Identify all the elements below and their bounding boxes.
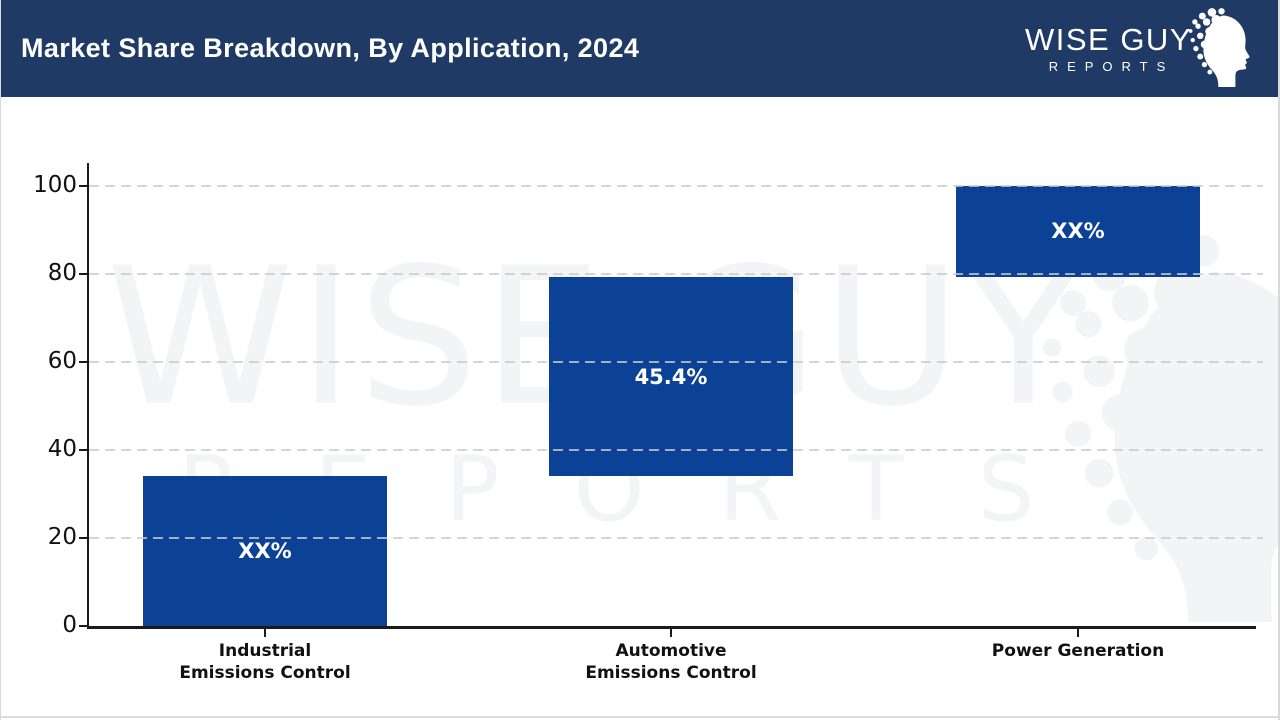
- x-axis-line: [87, 626, 1256, 629]
- watermark-head-icon: [1042, 235, 1278, 622]
- y-axis-tick: [79, 273, 87, 275]
- wiseguy-logo: WISE GUY REPORTS: [1024, 7, 1256, 87]
- page-title: Market Share Breakdown, By Application, …: [21, 33, 640, 63]
- y-axis-tick-label: 100: [33, 172, 77, 198]
- logo-wordmark: WISE GUY: [1024, 22, 1192, 57]
- x-axis-tick: [1077, 629, 1079, 637]
- logo-subtext: REPORTS: [1048, 59, 1175, 74]
- wiseguy-head-icon: [1188, 7, 1250, 87]
- bar-value-label-industrial-emissions-control: XX%: [238, 539, 292, 564]
- x-axis-label-power-generation: Power Generation: [991, 641, 1165, 661]
- y-axis-tick: [79, 361, 87, 363]
- bar-industrial-emissions-control: [143, 476, 387, 626]
- y-axis-tick: [79, 537, 87, 539]
- bar-automotive-emissions-control: [549, 276, 793, 477]
- y-axis-tick-label: 60: [47, 348, 77, 374]
- gridline-60: [89, 361, 1263, 363]
- x-axis-label-industrial-emissions-control: Industrial Emissions Control: [179, 641, 351, 683]
- x-axis-label-automotive-emissions-control: Automotive Emissions Control: [585, 641, 757, 683]
- x-axis-tick: [670, 629, 672, 637]
- y-axis-line: [87, 163, 89, 629]
- y-axis-tick: [79, 449, 87, 451]
- bar-value-label-power-generation: XX%: [1051, 219, 1105, 244]
- y-axis-tick: [79, 185, 87, 187]
- y-axis-tick-label: 80: [47, 260, 77, 286]
- header-bar: Market Share Breakdown, By Application, …: [1, 0, 1278, 97]
- y-axis-tick-label: 0: [62, 612, 77, 638]
- bar-value-label-automotive-emissions-control: 45.4%: [634, 364, 708, 389]
- y-axis-tick-label: 20: [47, 524, 77, 550]
- gridline-100: [89, 185, 1263, 187]
- gridline-20: [89, 537, 1263, 539]
- y-axis-tick: [79, 625, 87, 627]
- x-axis-tick: [264, 629, 266, 637]
- gridline-40: [89, 449, 1263, 451]
- y-axis-tick-label: 40: [47, 436, 77, 462]
- bottom-border: [1, 716, 1278, 718]
- gridline-80: [89, 273, 1263, 275]
